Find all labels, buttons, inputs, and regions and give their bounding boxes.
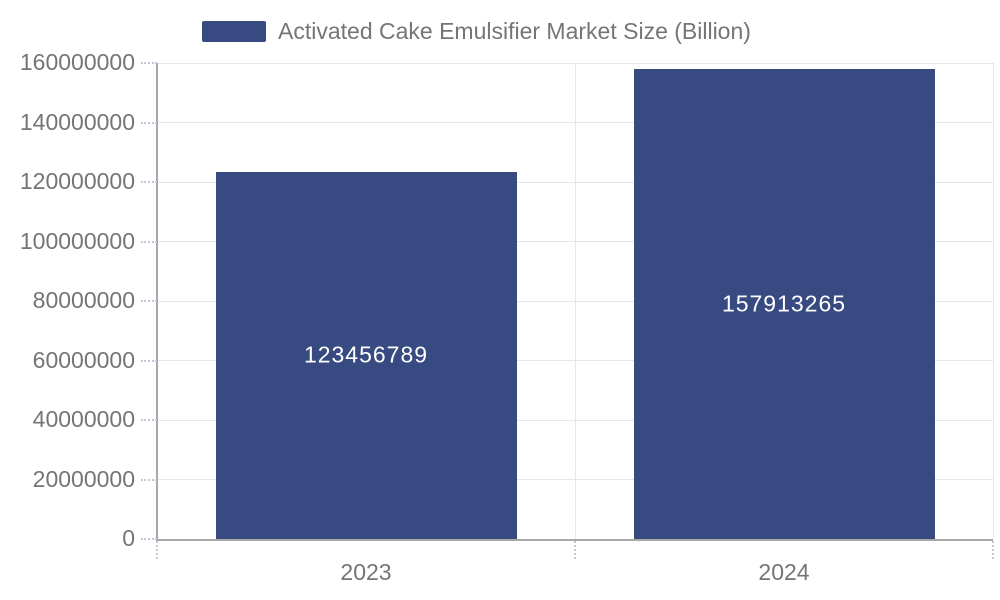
x-axis-tick: [156, 541, 158, 559]
x-axis-tick-label: 2023: [340, 559, 392, 585]
bar: [215, 171, 517, 539]
gridline-vertical: [575, 63, 576, 539]
legend: Activated Cake Emulsifier Market Size (B…: [202, 17, 751, 45]
y-axis-tick-label: 140000000: [19, 108, 135, 135]
y-axis-tick: [141, 181, 157, 183]
x-axis-line: [156, 539, 993, 541]
x-axis-tick: [574, 541, 576, 559]
gridline-vertical: [993, 63, 994, 539]
legend-label: Activated Cake Emulsifier Market Size (B…: [278, 18, 751, 44]
y-axis-line: [156, 63, 158, 539]
y-axis-tick: [141, 538, 157, 540]
bar-value-label: 157913265: [721, 290, 847, 317]
legend-swatch: [202, 20, 266, 42]
bar: [633, 69, 935, 539]
y-axis-tick: [141, 240, 157, 243]
x-axis-tick-label: 2024: [758, 559, 810, 585]
y-axis-tick-label: 20000000: [32, 465, 135, 492]
y-axis-tick-label: 100000000: [19, 227, 135, 254]
y-axis-tick-label: 160000000: [19, 48, 135, 75]
y-axis-tick: [141, 359, 157, 362]
y-axis-tick-label: 120000000: [19, 167, 135, 194]
y-axis-tick: [141, 478, 157, 481]
y-axis-tick-label: 60000000: [32, 346, 135, 373]
x-axis-tick: [992, 541, 994, 559]
y-axis-tick: [141, 62, 157, 64]
y-axis-tick-label: 0: [122, 524, 135, 551]
y-axis-tick-label: 80000000: [32, 286, 135, 313]
y-axis-tick: [141, 121, 157, 124]
bar-value-label: 123456789: [303, 341, 429, 368]
y-axis-tick: [141, 419, 157, 421]
y-axis-tick-label: 40000000: [32, 405, 135, 432]
y-axis-tick: [141, 300, 157, 302]
